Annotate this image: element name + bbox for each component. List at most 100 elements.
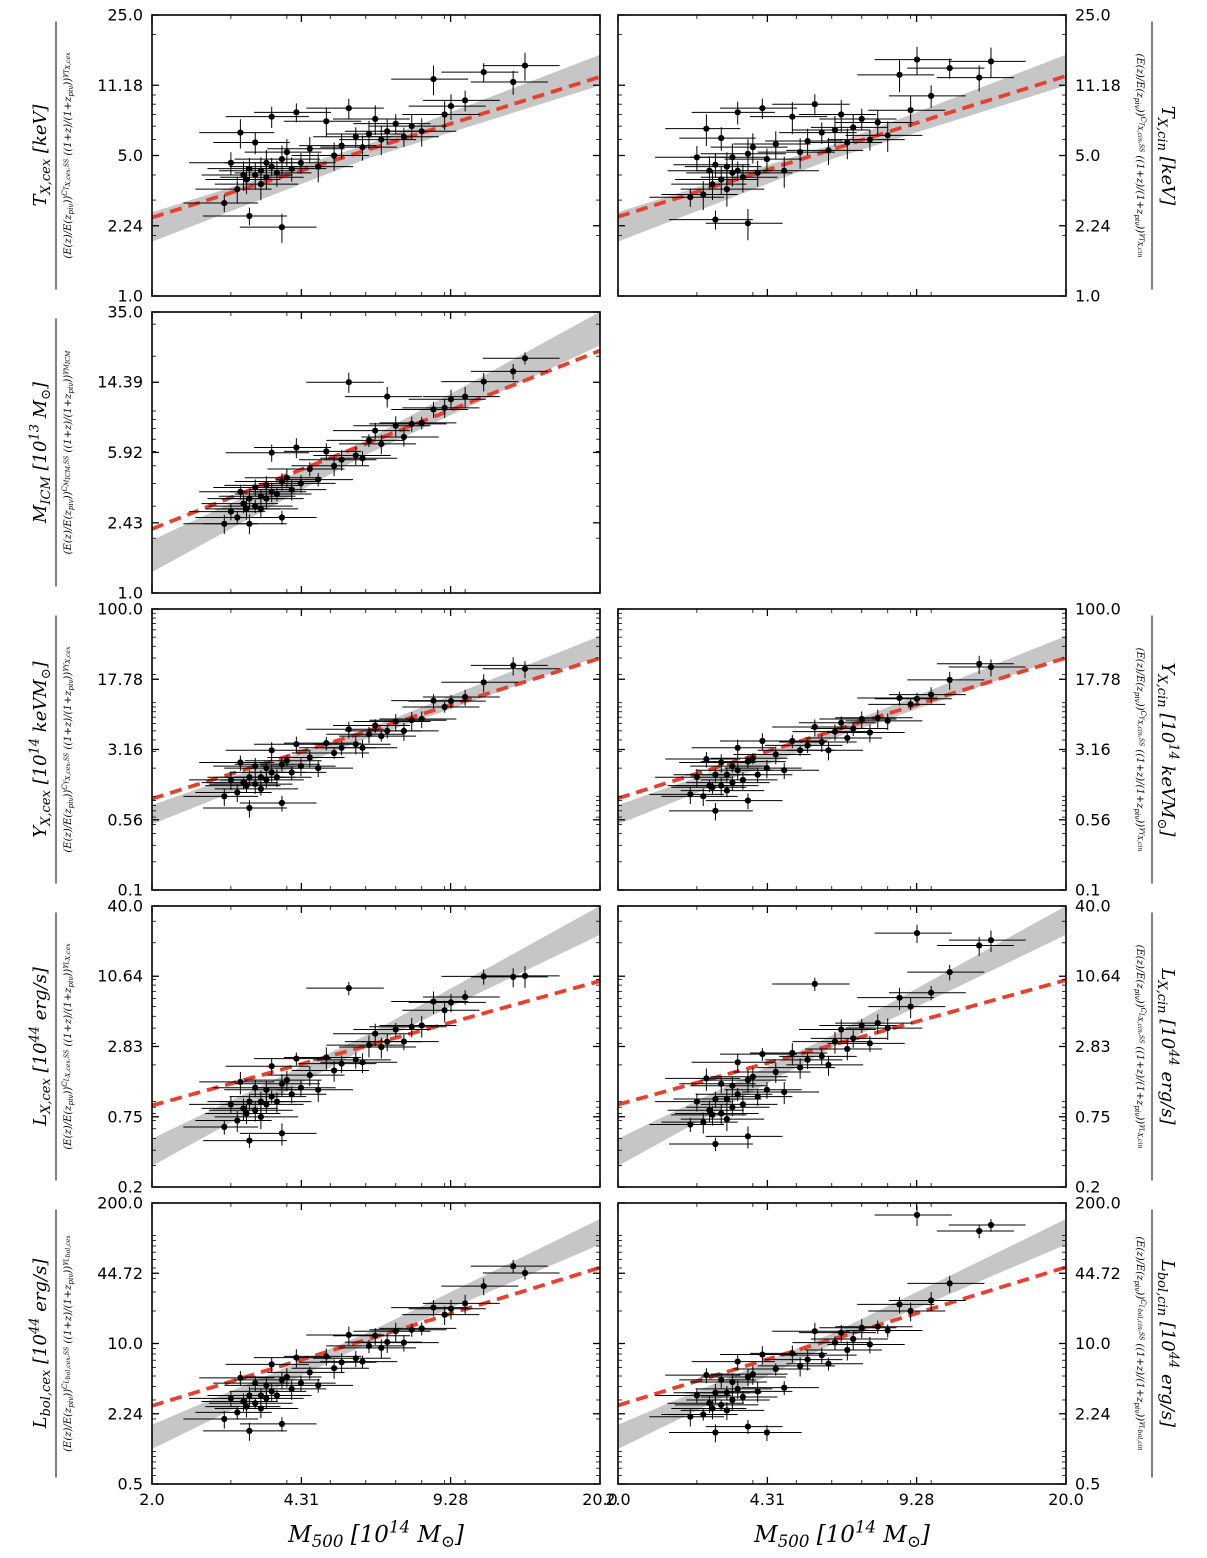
data-point xyxy=(858,115,865,122)
axis-ticks xyxy=(151,14,601,297)
data-point xyxy=(734,167,741,174)
data-point xyxy=(441,1311,448,1318)
data-point xyxy=(252,1084,259,1091)
x-tick-label: 2.0 xyxy=(605,1490,630,1509)
data-point xyxy=(858,1324,865,1331)
data-point xyxy=(263,1086,270,1093)
data-point xyxy=(283,1373,290,1381)
data-point xyxy=(896,994,903,1001)
data-point xyxy=(268,488,275,495)
data-point xyxy=(430,406,437,413)
data-point xyxy=(739,1393,747,1400)
panel-yx-cex: 0.1 0.56 3.16 17.78 100.0 YX,cex [1014 keVM⊙]… xyxy=(27,600,601,900)
data-point xyxy=(772,1068,779,1076)
data-point xyxy=(866,1341,874,1348)
data-point xyxy=(744,1373,752,1381)
y-tick-label: 44.72 xyxy=(97,1264,143,1283)
data-point xyxy=(252,781,259,788)
data-point xyxy=(687,194,694,201)
axis-ticks xyxy=(151,311,601,594)
data-point xyxy=(246,1427,253,1434)
data-point xyxy=(946,676,953,684)
data-point xyxy=(687,1413,694,1420)
data-point xyxy=(293,1354,300,1361)
data-point xyxy=(447,396,455,403)
y-tick-label: 14.39 xyxy=(97,373,143,392)
data-point xyxy=(418,128,425,135)
data-point xyxy=(718,1110,725,1117)
data-point xyxy=(825,747,832,754)
data-point xyxy=(718,782,725,789)
data-point xyxy=(252,1400,259,1407)
x-axis-label: M500 [1014 M⊙] xyxy=(753,1517,930,1551)
data-point xyxy=(306,754,313,761)
y-axis-label-numerator: LX,cex [1044 erg/s] xyxy=(27,966,54,1127)
data-point xyxy=(384,393,391,400)
data-point xyxy=(928,92,935,99)
data-point xyxy=(700,1119,707,1126)
data-point xyxy=(896,695,903,702)
y-axis-label: LX,cex [1044 erg/s] (E(z)/E(zpiv))CLX,cex… xyxy=(27,912,75,1181)
y-tick-label: 0.56 xyxy=(107,810,143,829)
data-point xyxy=(754,771,761,778)
data-point xyxy=(754,169,761,176)
data-point xyxy=(278,1420,285,1427)
x-tick-label: 9.28 xyxy=(899,1490,935,1509)
data-point xyxy=(234,1117,241,1124)
plot-area xyxy=(618,46,1066,242)
data-point xyxy=(268,1361,275,1368)
y-axis-label: Lbol,cin [1044 erg/s] (E(z)/E(zpiv))CLbol… xyxy=(1133,1209,1181,1478)
data-point xyxy=(462,693,469,701)
data-point xyxy=(739,1101,747,1108)
data-point xyxy=(283,1077,290,1084)
axis-ticks xyxy=(151,1202,601,1485)
data-point xyxy=(278,1130,285,1137)
y-tick-label: 2.24 xyxy=(1075,1404,1111,1423)
data-point xyxy=(246,520,253,527)
data-point xyxy=(874,714,881,721)
data-point xyxy=(268,113,275,120)
x-tick-label: 20.0 xyxy=(1048,1490,1084,1509)
data-point xyxy=(480,378,487,385)
data-point xyxy=(693,1098,701,1105)
data-point xyxy=(521,355,529,362)
data-point xyxy=(252,484,259,491)
panel-lbol-cin: 0.5 2.24 10.0 44.72 200.0 2.0 4.31 9.28 20.0 M500… xyxy=(605,1194,1180,1552)
fit-uncertainty-band xyxy=(152,312,600,572)
data-point xyxy=(884,132,891,139)
data-point xyxy=(372,722,379,729)
data-point xyxy=(278,799,285,807)
y-axis-label-denominator: (E(z)/E(zpiv))CMICM,SS ((1+z)/(1+zpiv))γ… xyxy=(60,350,75,554)
data-point xyxy=(418,1022,425,1029)
y-axis-label-denominator: (E(z)/E(zpiv))CLX,cin,SS ((1+z)/(1+zpiv)… xyxy=(1133,945,1148,1149)
data-point xyxy=(365,437,373,444)
data-point xyxy=(739,174,747,181)
plot-area xyxy=(152,52,600,243)
y-tick-label: 2.24 xyxy=(107,216,143,235)
panel-tx-cin: 1.0 2.24 5.0 11.18 25.0 TX,cin [keV] (E(z)/E(z… xyxy=(617,6,1178,306)
plot-area xyxy=(152,1219,600,1449)
data-point xyxy=(987,664,995,671)
data-point xyxy=(408,123,415,130)
data-point xyxy=(928,989,935,996)
data-point xyxy=(884,717,891,724)
data-point xyxy=(441,111,448,118)
data-point xyxy=(907,701,914,708)
data-points xyxy=(649,655,1026,821)
y-axis-label-denominator: (E(z)/E(zpiv))CYX,cin,SS ((1+z)/(1+zpiv)… xyxy=(1133,648,1148,852)
data-point xyxy=(866,1040,874,1047)
data-point xyxy=(703,125,710,132)
data-point xyxy=(378,733,385,740)
y-tick-label: 25.0 xyxy=(107,6,143,25)
data-point xyxy=(763,156,771,163)
data-point xyxy=(297,480,304,487)
data-point xyxy=(712,1140,719,1148)
data-point xyxy=(323,448,330,455)
y-tick-label: 3.16 xyxy=(1075,740,1111,759)
data-point xyxy=(252,503,259,510)
data-point xyxy=(772,751,779,758)
data-point xyxy=(510,1263,517,1270)
data-point xyxy=(352,1355,359,1362)
y-tick-label: 5.0 xyxy=(118,146,143,165)
data-point xyxy=(331,749,338,757)
